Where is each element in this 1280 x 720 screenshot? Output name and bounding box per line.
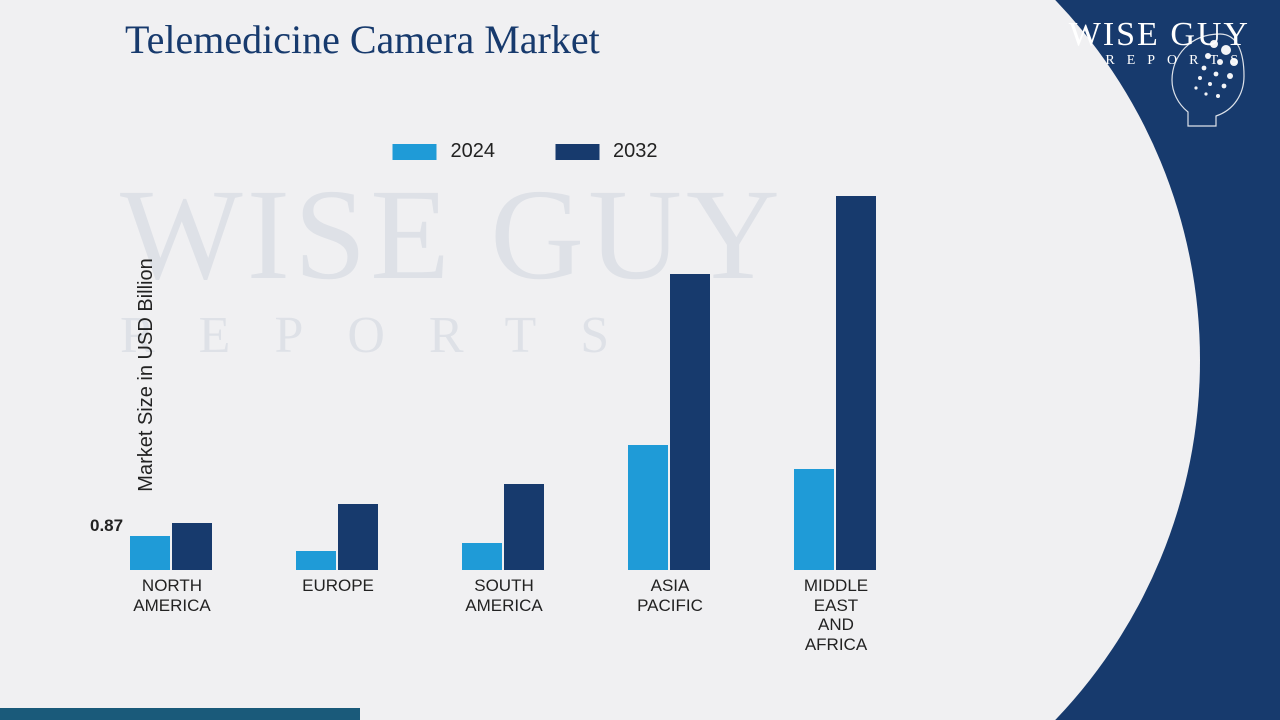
legend-label-2032: 2032 bbox=[613, 140, 658, 163]
bar-2024 bbox=[794, 469, 834, 570]
legend-swatch-2032 bbox=[555, 144, 599, 160]
x-category-label: EUROPE bbox=[302, 576, 374, 596]
legend-item-2024: 2024 bbox=[393, 140, 496, 163]
bar-2024 bbox=[296, 551, 336, 571]
bar-2024 bbox=[462, 543, 502, 570]
x-category-label: NORTH AMERICA bbox=[133, 576, 210, 615]
bar-2032 bbox=[836, 196, 876, 570]
chart-title: Telemedicine Camera Market bbox=[125, 16, 600, 63]
chart-area: Market Size in USD Billion 2024 2032 0.8… bbox=[90, 150, 960, 600]
stage: WISE GUY REPORTS Telemedicine Camera Mar… bbox=[0, 0, 1280, 720]
x-category-label: MIDDLE EAST AND AFRICA bbox=[804, 576, 868, 654]
bar-2032 bbox=[670, 274, 710, 570]
bar-2024 bbox=[628, 445, 668, 570]
legend-item-2032: 2032 bbox=[555, 140, 658, 163]
bottom-accent-bar bbox=[0, 708, 360, 720]
brand-head-icon bbox=[1160, 28, 1250, 128]
bar-value-label: 0.87 bbox=[90, 516, 123, 536]
x-category-label: ASIA PACIFIC bbox=[637, 576, 703, 615]
bar-2032 bbox=[172, 523, 212, 570]
brand-logo: WISE GUY REPORTS bbox=[1069, 18, 1250, 68]
plot-region: 0.87NORTH AMERICAEUROPESOUTH AMERICAASIA… bbox=[130, 180, 960, 570]
legend-label-2024: 2024 bbox=[451, 140, 496, 163]
legend-swatch-2024 bbox=[393, 144, 437, 160]
legend: 2024 2032 bbox=[393, 140, 658, 163]
bar-2032 bbox=[504, 484, 544, 570]
x-category-label: SOUTH AMERICA bbox=[465, 576, 542, 615]
bar-2024 bbox=[130, 536, 170, 570]
bar-2032 bbox=[338, 504, 378, 570]
